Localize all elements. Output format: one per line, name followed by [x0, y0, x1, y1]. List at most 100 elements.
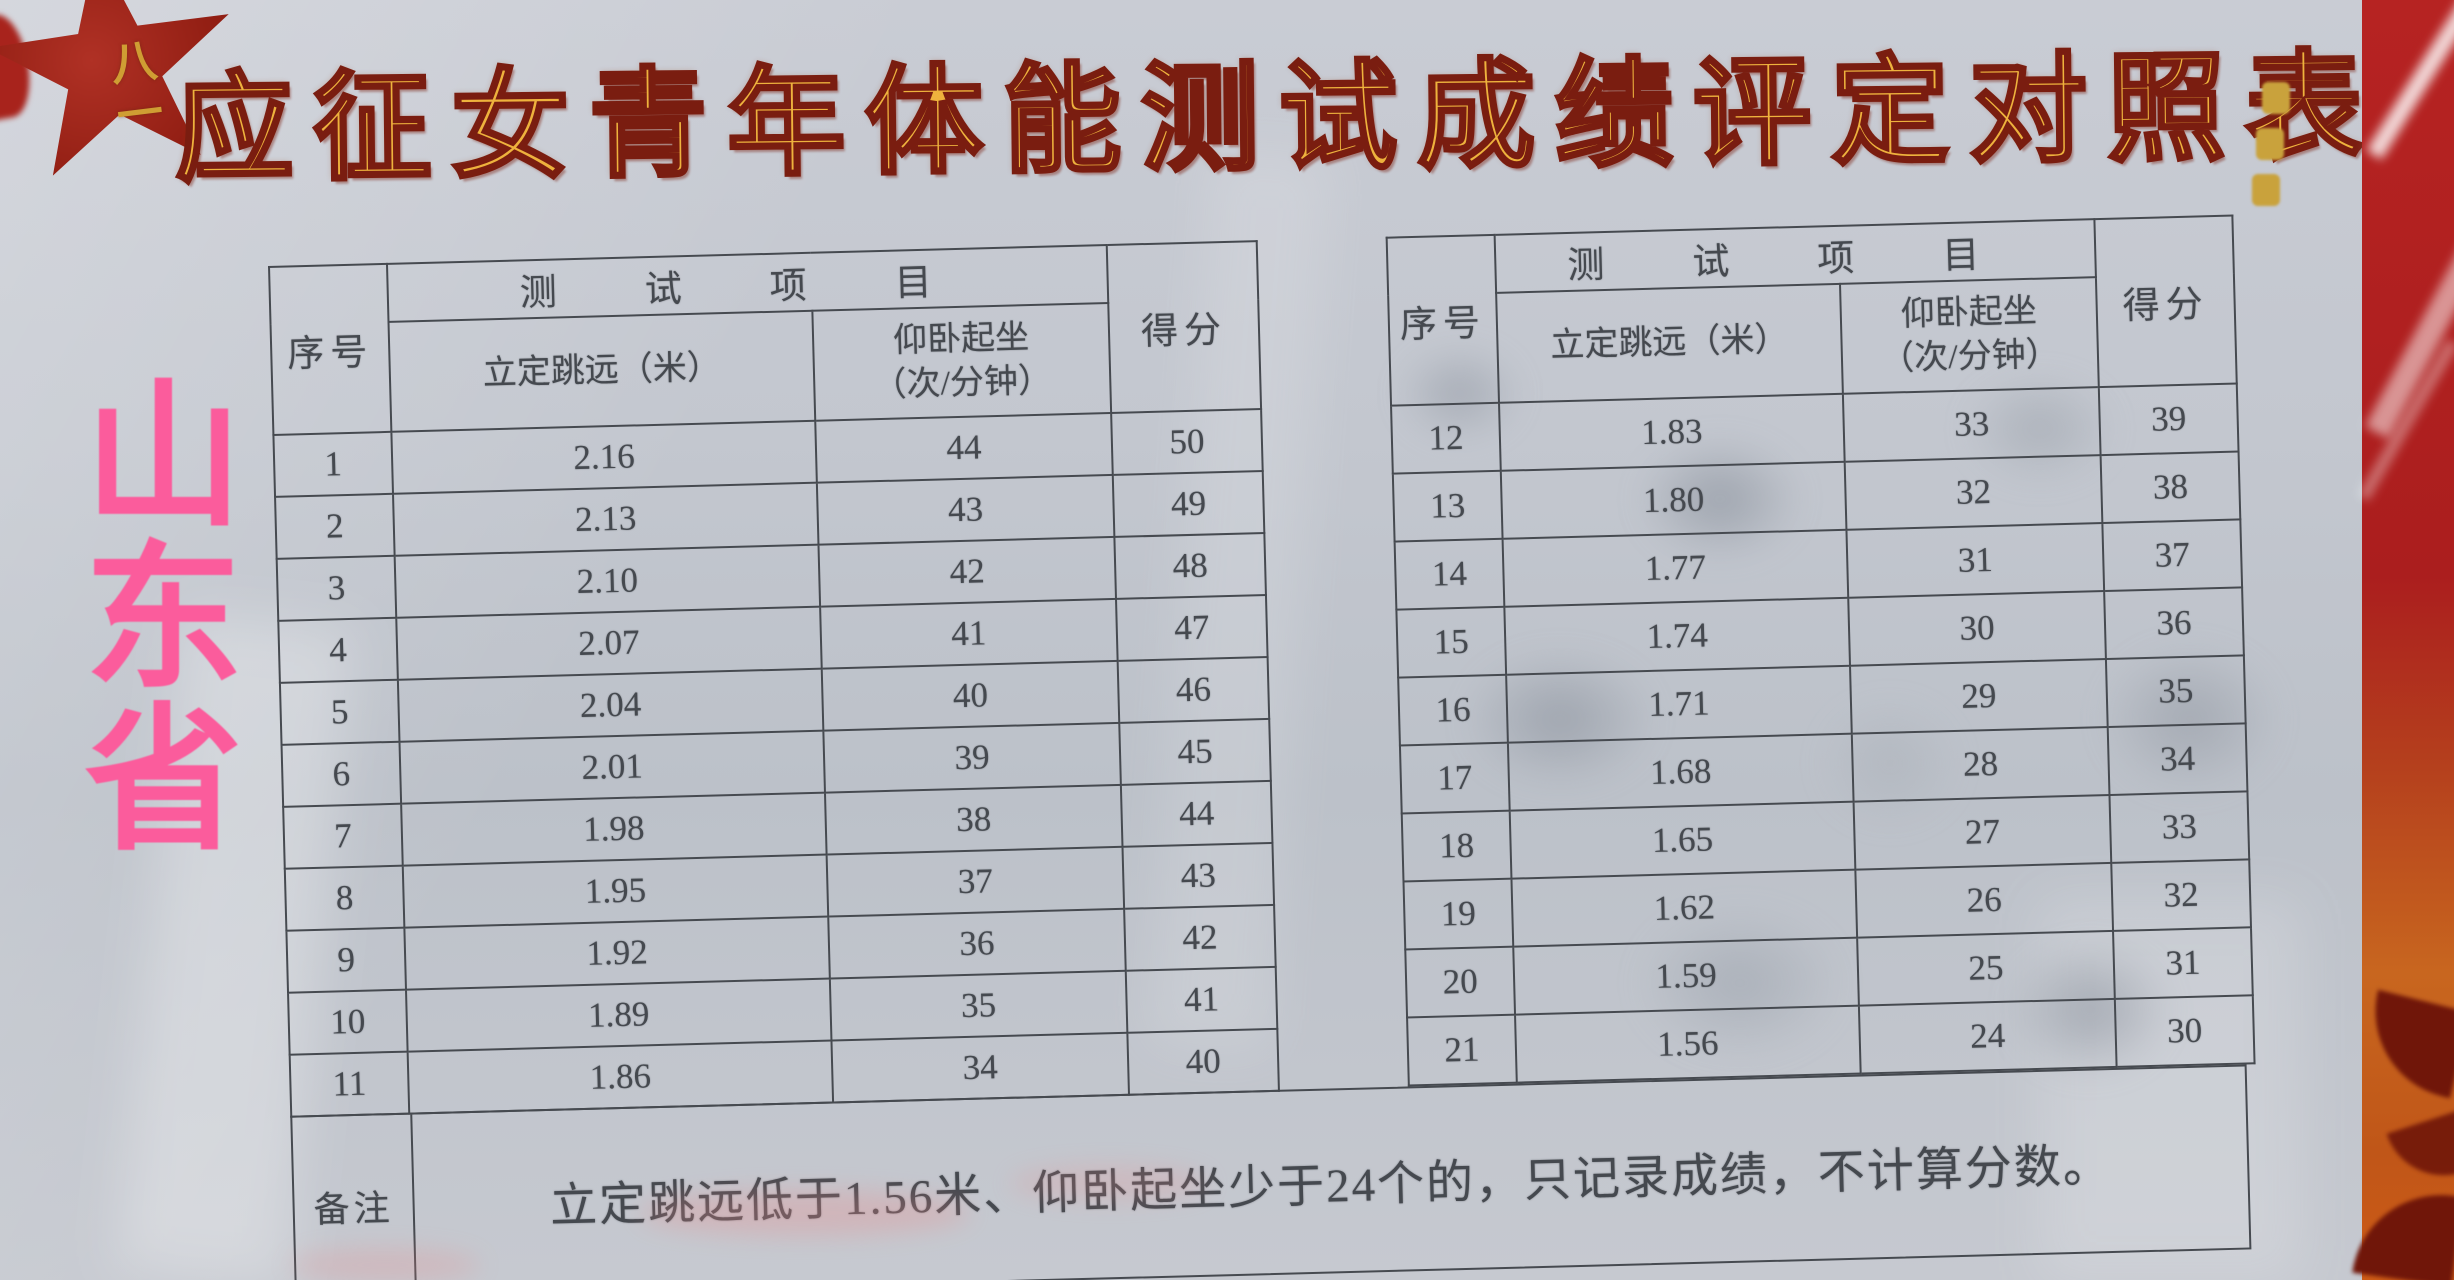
- jump-cell: 1.95: [402, 854, 829, 928]
- seq-cell: 21: [1407, 1014, 1517, 1086]
- score-cell: 44: [1120, 780, 1273, 847]
- score-cell: 48: [1114, 533, 1266, 599]
- score-cell: 30: [2114, 995, 2255, 1067]
- situp-cell: 37: [826, 846, 1125, 917]
- light-streak: [2365, 161, 2454, 439]
- score-cell: 43: [1122, 842, 1275, 909]
- seq-cell: 20: [1405, 946, 1516, 1018]
- score-cell: 34: [2107, 723, 2248, 795]
- situp-cell: 31: [1846, 523, 2105, 598]
- score-cell: 41: [1125, 966, 1278, 1033]
- seq-cell: 2: [275, 493, 395, 559]
- seq-cell: 8: [284, 865, 405, 931]
- header-situp-line2: （次/分钟）: [1879, 336, 2061, 378]
- situp-cell: 40: [821, 660, 1120, 731]
- jump-cell: 1.59: [1513, 937, 1859, 1015]
- situp-cell: 30: [1848, 591, 2106, 666]
- jump-cell: 1.71: [1506, 665, 1852, 743]
- score-cell: 40: [1127, 1028, 1279, 1095]
- seq-cell: 1: [273, 431, 394, 497]
- jump-cell: 1.98: [401, 792, 827, 866]
- seq-cell: 15: [1396, 606, 1507, 678]
- jump-cell: 1.56: [1515, 1005, 1861, 1083]
- pink-smudge: [640, 1190, 970, 1236]
- situp-cell: 41: [820, 598, 1118, 669]
- score-cell: 35: [2105, 655, 2246, 728]
- jump-cell: 1.80: [1500, 461, 1847, 539]
- header-situp: 仰卧起坐 （次/分钟）: [1840, 277, 2099, 394]
- crowd-photo-showthrough: [1340, 235, 2340, 1115]
- seq-cell: 16: [1398, 674, 1508, 746]
- seq-cell: 12: [1391, 402, 1501, 474]
- seq-cell: 10: [288, 989, 408, 1055]
- header-situp-line1: 仰卧起坐: [892, 319, 1030, 360]
- score-cell: 38: [2100, 451, 2241, 524]
- jump-cell: 1.65: [1509, 801, 1856, 879]
- seq-cell: 17: [1399, 742, 1510, 814]
- header-score: 得分: [1106, 241, 1262, 413]
- seq-cell: 4: [278, 617, 398, 683]
- jump-cell: 2.07: [396, 606, 822, 680]
- score-table-right: 序号 测试项目 得分 立定跳远（米） 仰卧起坐 （次/分钟） 12 1.83 33 3…: [1386, 215, 2256, 1087]
- seq-cell: 3: [276, 555, 397, 621]
- jump-cell: 2.13: [393, 482, 819, 556]
- header-jump: 立定跳远（米）: [388, 310, 816, 432]
- score-cell: 47: [1116, 594, 1268, 661]
- header-situp-line1: 仰卧起坐: [1900, 292, 2038, 334]
- situp-cell: 33: [1842, 387, 2101, 462]
- score-cell: 49: [1112, 471, 1265, 537]
- province-watermark: 山东省: [61, 372, 237, 858]
- situp-cell: 36: [828, 908, 1126, 979]
- situp-cell: 27: [1853, 794, 2112, 870]
- jump-cell: 1.77: [1502, 529, 1849, 607]
- seq-cell: 18: [1401, 810, 1512, 882]
- score-cell: 36: [2104, 587, 2244, 660]
- tables-row: 序号 测试项目 得分 立定跳远（米） 仰卧起坐 （次/分钟） 1 2.16 44 50…: [268, 215, 2255, 1118]
- jump-cell: 1.74: [1504, 597, 1851, 675]
- jump-cell: 1.68: [1507, 733, 1854, 811]
- score-cell: 37: [2102, 519, 2243, 592]
- score-table-left: 序号 测试项目 得分 立定跳远（米） 仰卧起坐 （次/分钟） 1 2.16 44 50…: [268, 240, 1280, 1118]
- header-situp: 仰卧起坐 （次/分钟）: [812, 303, 1112, 421]
- situp-cell: 38: [824, 784, 1123, 855]
- seq-cell: 7: [283, 803, 403, 869]
- situp-cell: 32: [1844, 455, 2103, 530]
- situp-cell: 43: [816, 474, 1115, 545]
- header-jump: 立定跳远（米）: [1496, 283, 1843, 403]
- jump-cell: 2.04: [397, 668, 824, 742]
- score-cell: 50: [1111, 409, 1263, 475]
- seq-cell: 13: [1392, 470, 1503, 542]
- jump-cell: 1.62: [1511, 869, 1858, 947]
- jump-cell: 1.92: [404, 916, 830, 990]
- pink-smudge: [1010, 1165, 1210, 1201]
- score-cell: 42: [1124, 904, 1276, 971]
- situp-cell: 42: [818, 536, 1117, 607]
- situp-cell: 29: [1850, 659, 2108, 734]
- situp-cell: 24: [1858, 998, 2117, 1074]
- seq-cell: 9: [286, 927, 406, 993]
- score-cell: 39: [2098, 383, 2239, 456]
- situp-cell: 25: [1857, 930, 2115, 1006]
- pink-smudge: [290, 1248, 480, 1280]
- score-cell: 33: [2109, 791, 2250, 863]
- score-cell: 31: [2113, 927, 2253, 999]
- seq-cell: 11: [289, 1051, 410, 1117]
- situp-cell: 26: [1855, 862, 2114, 938]
- seq-cell: 5: [279, 679, 400, 745]
- score-cell: 32: [2111, 859, 2251, 931]
- seq-cell: 19: [1403, 878, 1514, 950]
- header-score: 得分: [2094, 215, 2237, 388]
- header-seq: 序号: [1386, 234, 1500, 406]
- seq-cell: 6: [281, 741, 402, 807]
- jump-cell: 2.01: [399, 730, 825, 804]
- score-cell: 45: [1119, 718, 1271, 785]
- jump-cell: 1.89: [405, 978, 832, 1052]
- score-tables: 序号 测试项目 得分 立定跳远（米） 仰卧起坐 （次/分钟） 1 2.16 44 50…: [268, 215, 2256, 1280]
- jump-cell: 2.16: [391, 420, 817, 494]
- poster-title: 应征女青年体能测试成绩评定对照表: [173, 39, 2386, 198]
- score-cell: 46: [1117, 656, 1270, 723]
- header-situp-line2: （次/分钟）: [872, 362, 1053, 405]
- jump-cell: 1.83: [1499, 393, 1845, 471]
- seq-cell: 14: [1394, 538, 1505, 610]
